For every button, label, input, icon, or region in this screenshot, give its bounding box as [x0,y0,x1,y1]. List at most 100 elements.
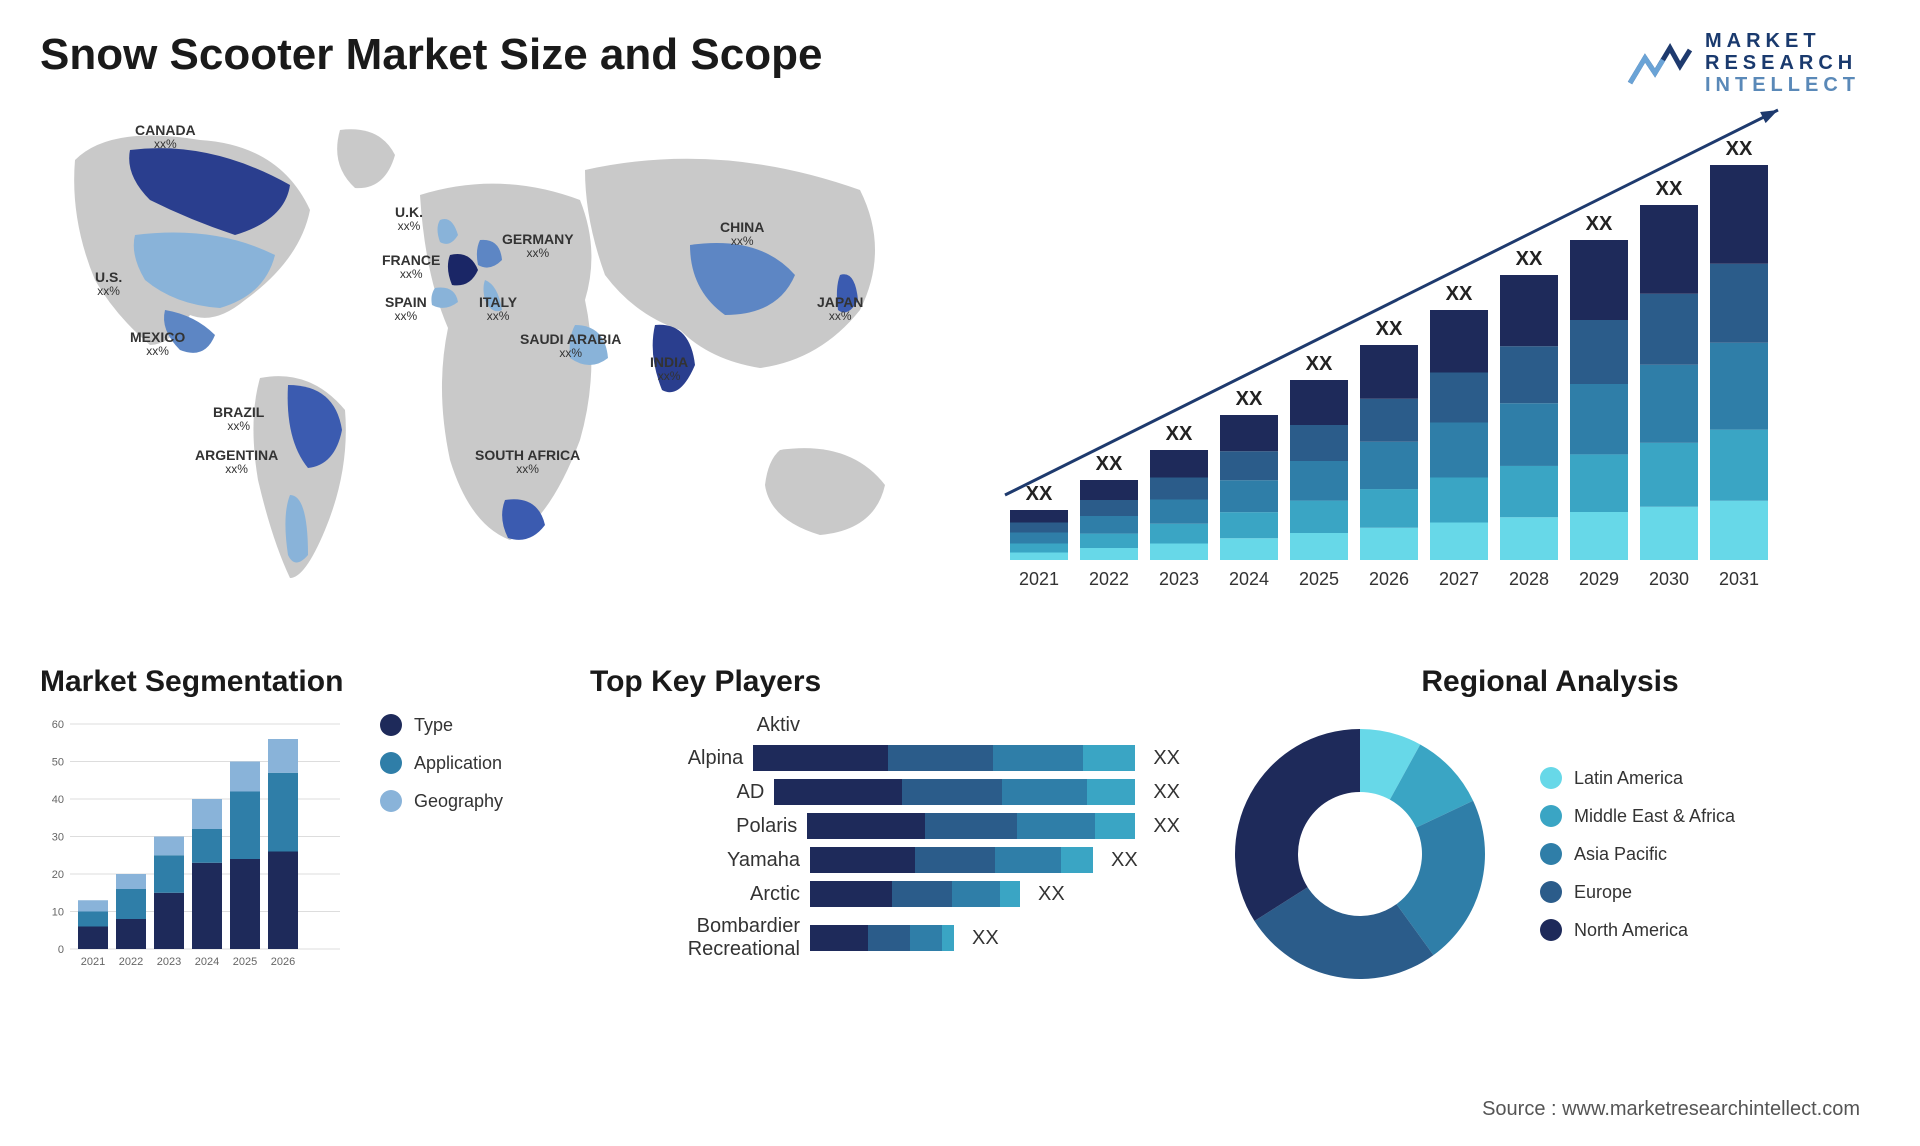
svg-text:2021: 2021 [81,956,105,968]
legend-dot-icon [1540,805,1562,827]
player-row: AD XX [590,779,1180,805]
map-label: JAPANxx% [817,295,863,324]
svg-text:2030: 2030 [1649,569,1689,589]
map-label: INDIAxx% [650,355,688,384]
source-text: Source : www.marketresearchintellect.com [1482,1098,1860,1121]
player-row: Bombardier RecreationalXX [590,915,1180,961]
svg-text:XX: XX [1656,178,1683,200]
svg-text:0: 0 [58,944,64,956]
player-bar [810,925,954,951]
legend-item: Geography [380,790,503,812]
regional-donut-chart [1220,714,1500,994]
player-bar [753,745,1135,771]
player-value: XX [1153,781,1180,804]
legend-label: Middle East & Africa [1574,806,1735,827]
player-name: Alpina [590,747,743,770]
legend-item: North America [1540,919,1735,941]
svg-text:2026: 2026 [1369,569,1409,589]
svg-text:2023: 2023 [1159,569,1199,589]
player-name: Polaris [590,815,797,838]
legend-label: Application [414,753,502,774]
legend-dot-icon [380,790,402,812]
player-name: Aktiv [590,714,800,737]
svg-text:50: 50 [52,757,64,769]
player-value: XX [1153,747,1180,770]
svg-text:2024: 2024 [1229,569,1269,589]
segmentation-title: Market Segmentation [40,665,550,699]
page-title: Snow Scooter Market Size and Scope [40,30,1880,80]
logo-line1: MARKET [1705,30,1860,52]
player-name: Arctic [590,883,800,906]
svg-text:2031: 2031 [1719,569,1759,589]
segmentation-legend: Type Application Geography [380,714,503,974]
player-row: Polaris XX [590,813,1180,839]
players-block: Top Key Players AktivAlpinaXXADXXPolaris… [590,665,1180,994]
logo-line2: RESEARCH [1705,52,1860,74]
map-label: BRAZILxx% [213,405,264,434]
player-name: AD [590,781,764,804]
svg-text:2022: 2022 [119,956,143,968]
legend-dot-icon [1540,767,1562,789]
svg-text:XX: XX [1166,423,1193,445]
map-label: SOUTH AFRICAxx% [475,448,580,477]
map-label: SAUDI ARABIAxx% [520,332,621,361]
player-bar [774,779,1135,805]
svg-text:XX: XX [1376,318,1403,340]
map-label: CANADAxx% [135,123,196,152]
map-label: SPAINxx% [385,295,427,324]
map-label: CHINAxx% [720,220,764,249]
legend-label: Asia Pacific [1574,844,1667,865]
svg-text:2023: 2023 [157,956,181,968]
map-label: GERMANYxx% [502,232,574,261]
map-label: MEXICOxx% [130,330,185,359]
player-value: XX [972,927,999,950]
legend-item: Europe [1540,881,1735,903]
logo-line3: INTELLECT [1705,74,1860,96]
player-bar [810,881,1020,907]
legend-dot-icon [1540,881,1562,903]
svg-text:XX: XX [1236,388,1263,410]
svg-text:2027: 2027 [1439,569,1479,589]
svg-text:2025: 2025 [1299,569,1339,589]
svg-text:30: 30 [52,832,64,844]
legend-label: Type [414,715,453,736]
legend-dot-icon [1540,843,1562,865]
growth-bar-chart: XX2021XX2022XX2023XX2024XX2025XX2026XX20… [990,100,1880,620]
svg-text:60: 60 [52,719,64,731]
player-row: YamahaXX [590,847,1180,873]
legend-item: Middle East & Africa [1540,805,1735,827]
regional-title: Regional Analysis [1220,665,1880,699]
svg-text:2025: 2025 [233,956,257,968]
svg-text:2026: 2026 [271,956,295,968]
player-value: XX [1038,883,1065,906]
map-label: U.S.xx% [95,270,122,299]
player-value: XX [1111,849,1138,872]
segmentation-block: Market Segmentation 01020304050602021202… [40,665,550,994]
player-value: XX [1153,815,1180,838]
map-label: U.K.xx% [395,205,423,234]
svg-text:2028: 2028 [1509,569,1549,589]
segmentation-chart: 0102030405060202120222023202420252026 [40,714,350,974]
svg-text:XX: XX [1306,353,1333,375]
legend-dot-icon [380,752,402,774]
logo: MARKET RESEARCH INTELLECT [1625,30,1860,96]
legend-label: Geography [414,791,503,812]
svg-text:XX: XX [1026,483,1053,505]
map-label: FRANCExx% [382,253,440,282]
legend-label: North America [1574,920,1688,941]
svg-text:2021: 2021 [1019,569,1059,589]
svg-text:20: 20 [52,869,64,881]
svg-text:2029: 2029 [1579,569,1619,589]
legend-item: Type [380,714,503,736]
legend-item: Application [380,752,503,774]
svg-text:XX: XX [1586,213,1613,235]
svg-text:XX: XX [1446,283,1473,305]
map-label: ARGENTINAxx% [195,448,278,477]
svg-text:XX: XX [1516,248,1543,270]
player-row: Alpina XX [590,745,1180,771]
legend-dot-icon [1540,919,1562,941]
world-map: CANADAxx% U.S.xx% MEXICOxx% BRAZILxx% ARGENT… [40,100,940,620]
player-bar [807,813,1135,839]
map-label: ITALYxx% [479,295,517,324]
svg-text:XX: XX [1096,453,1123,475]
